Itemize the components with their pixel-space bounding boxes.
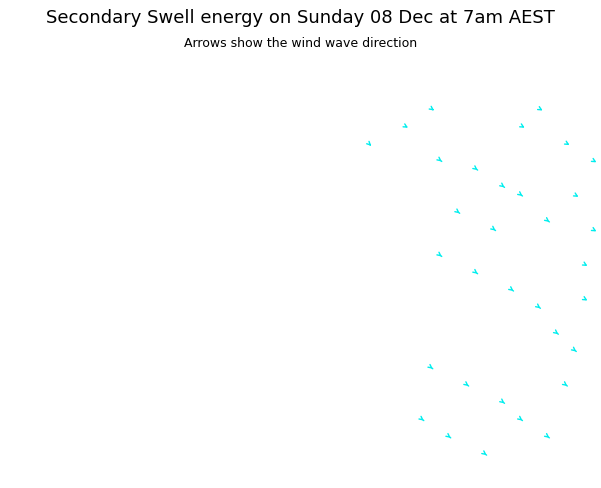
Text: Secondary Swell energy on Sunday 08 Dec at 7am AEST: Secondary Swell energy on Sunday 08 Dec … bbox=[46, 9, 555, 27]
Text: Arrows show the wind wave direction: Arrows show the wind wave direction bbox=[184, 37, 417, 50]
